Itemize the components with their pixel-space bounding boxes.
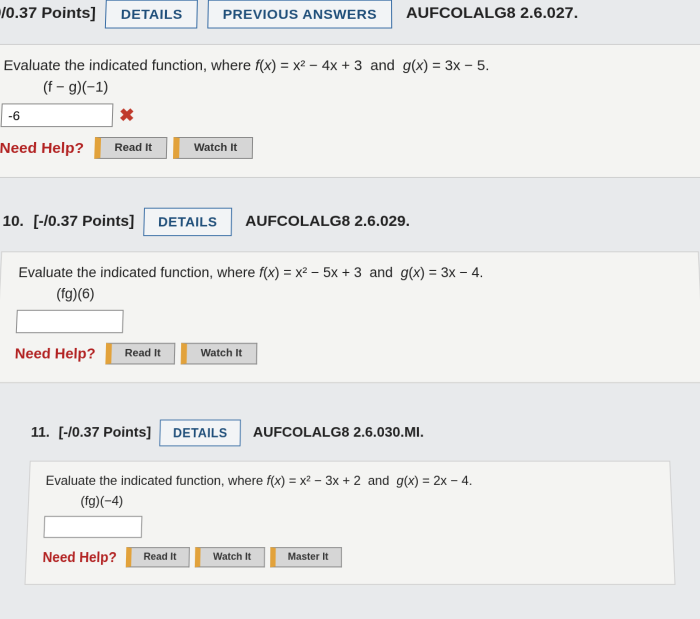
q9-fx: x² − 4x + 3 — [293, 58, 362, 74]
need-help-label: Need Help? — [0, 139, 84, 156]
read-it-button[interactable]: Read It — [125, 547, 190, 567]
q11-points: [-/0.37 Points] — [58, 425, 151, 441]
details-button[interactable]: DETAILS — [105, 0, 198, 28]
watch-it-button[interactable]: Watch It — [195, 547, 265, 567]
q9-gx: 3x − 5. — [445, 58, 490, 74]
q11-num: 11. — [31, 425, 50, 441]
previous-answers-button[interactable]: PREVIOUS ANSWERS — [207, 0, 392, 28]
watch-it-button[interactable]: Watch It — [173, 137, 252, 159]
q10-gx: 3x − 4. — [441, 266, 484, 281]
details-button[interactable]: DETAILS — [160, 420, 241, 447]
q10-prompt-lead: Evaluate the indicated function, where — [18, 266, 259, 281]
q11-reference: AUFCOLALG8 2.6.030.MI. — [253, 425, 424, 441]
q10-help-line: Need Help? Read It Watch It — [14, 343, 685, 365]
q10-answer-row — [16, 310, 684, 333]
q10-points: [-/0.37 Points] — [33, 213, 134, 230]
q9-subexpression: (f − g)(−1) — [43, 80, 698, 96]
need-help-label: Need Help? — [14, 345, 95, 362]
need-help-label: Need Help? — [42, 549, 116, 565]
q11-gx: 2x − 4. — [433, 474, 472, 488]
details-button[interactable]: DETAILS — [143, 208, 232, 236]
q11-help-line: Need Help? Read It Watch It Master It — [42, 547, 657, 567]
q11-subexpression: (fg)(−4) — [80, 494, 655, 509]
wrong-icon: ✖ — [119, 105, 135, 126]
q9-points: [0/0.37 Points] — [0, 5, 96, 22]
q10-reference: AUFCOLALG8 2.6.029. — [245, 213, 410, 230]
q9-card: Evaluate the indicated function, where f… — [0, 44, 700, 178]
q11-header: 11. [-/0.37 Points] DETAILS AUFCOLALG8 2… — [14, 414, 686, 455]
q9-answer-row: ✖ — [1, 103, 700, 127]
q10-answer-input[interactable] — [16, 310, 124, 333]
q10-fx: x² − 5x + 3 — [295, 266, 361, 281]
q9-help-line: Need Help? Read It Watch It — [0, 137, 700, 159]
q9-answer-input[interactable] — [1, 103, 114, 127]
q11-prompt-lead: Evaluate the indicated function, where — [45, 474, 266, 488]
question-10-block: 10. [-/0.37 Points] DETAILS AUFCOLALG8 2… — [0, 202, 700, 383]
master-it-button[interactable]: Master It — [270, 547, 342, 567]
q10-prompt: Evaluate the indicated function, where f… — [18, 266, 682, 281]
question-9-block: [0/0.37 Points] DETAILS PREVIOUS ANSWERS… — [0, 0, 700, 178]
q10-card: Evaluate the indicated function, where f… — [0, 251, 700, 383]
q11-answer-input[interactable] — [43, 516, 142, 538]
q10-header: 10. [-/0.37 Points] DETAILS AUFCOLALG8 2… — [0, 202, 700, 245]
q11-answer-row — [43, 516, 656, 538]
q9-header: [0/0.37 Points] DETAILS PREVIOUS ANSWERS… — [0, 0, 700, 38]
q9-prompt-lead: Evaluate the indicated function, where — [3, 58, 255, 74]
watch-it-button[interactable]: Watch It — [181, 343, 257, 365]
q10-num: 10. — [2, 213, 24, 230]
q9-prompt: Evaluate the indicated function, where f… — [3, 58, 697, 74]
q11-prompt: Evaluate the indicated function, where f… — [45, 474, 654, 488]
question-11-block: 11. [-/0.37 Points] DETAILS AUFCOLALG8 2… — [8, 414, 691, 585]
q11-fx: x² − 3x + 2 — [300, 474, 361, 488]
read-it-button[interactable]: Read It — [105, 343, 176, 365]
q11-card: Evaluate the indicated function, where f… — [25, 461, 676, 585]
q10-subexpression: (fg)(6) — [56, 287, 683, 302]
q9-reference: AUFCOLALG8 2.6.027. — [406, 5, 578, 22]
read-it-button[interactable]: Read It — [94, 137, 168, 159]
page-sheet: [0/0.37 Points] DETAILS PREVIOUS ANSWERS… — [0, 0, 700, 619]
